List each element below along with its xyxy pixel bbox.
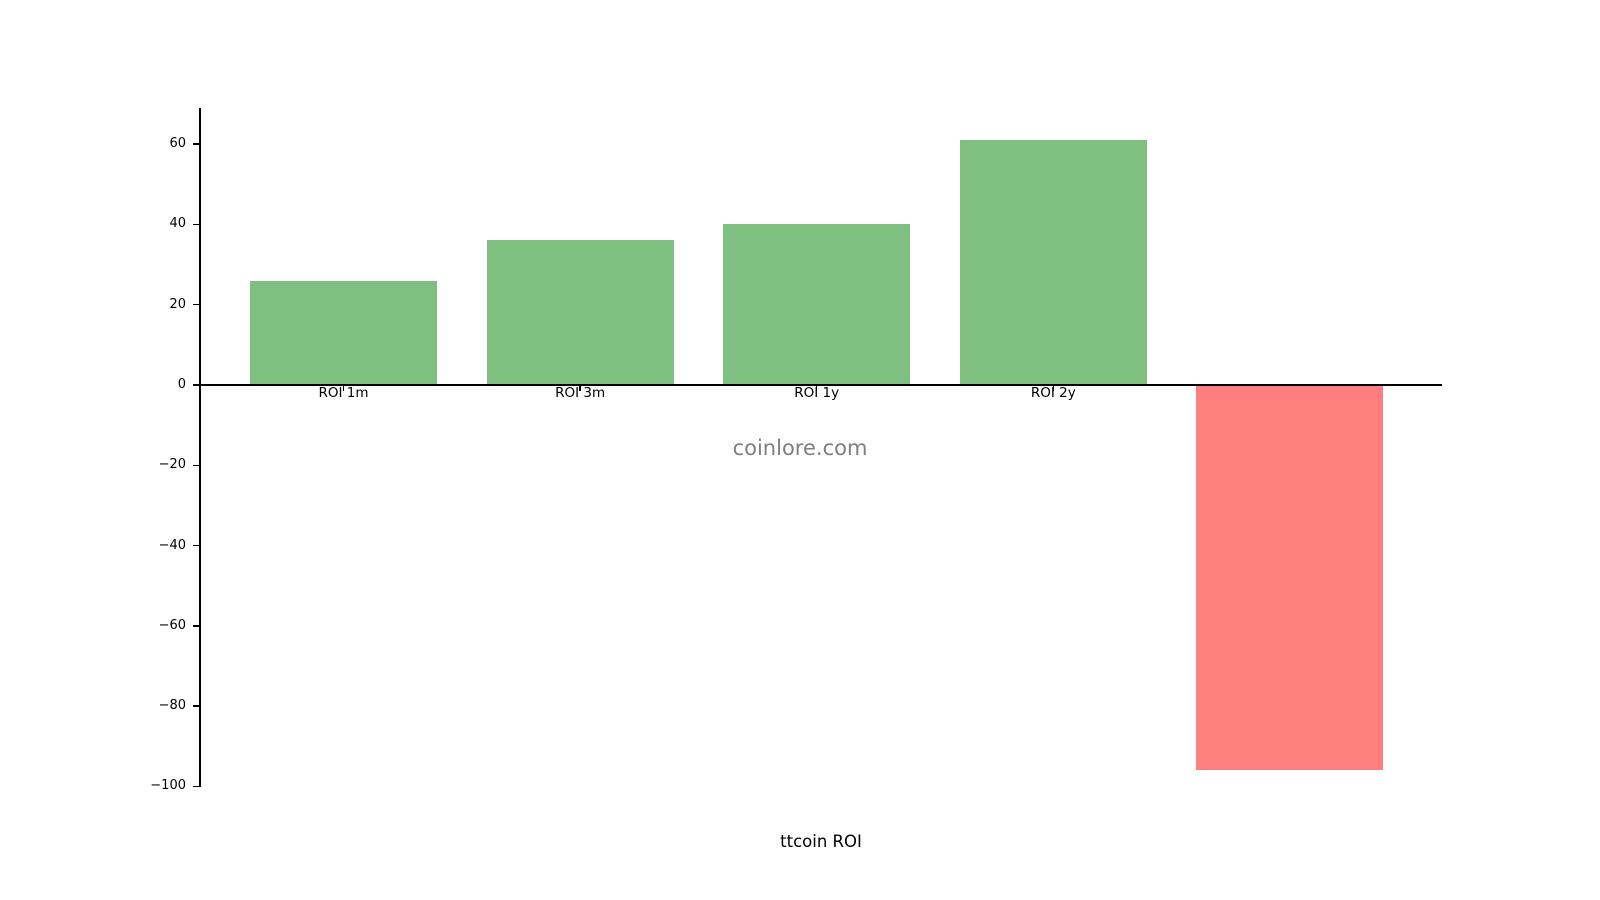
y-tick-mark [192, 785, 200, 788]
x-tick-mark [342, 384, 345, 392]
y-tick-label: −20 [158, 457, 186, 473]
y-tick-label: −100 [150, 778, 186, 794]
y-tick-mark [192, 625, 200, 627]
y-tick-label: 0 [177, 377, 186, 392]
y-tick-label: 60 [169, 136, 186, 152]
bar-roi-3m [486, 240, 674, 385]
x-tick-label: ROI 3m [555, 384, 606, 401]
y-tick-mark [192, 384, 200, 386]
y-tick-mark [192, 464, 200, 466]
y-tick-label: −80 [158, 698, 186, 714]
y-tick-label: 40 [169, 216, 186, 232]
y-tick-mark [192, 304, 200, 306]
x-tick-label: ROI 1m [318, 384, 369, 401]
y-tick-mark [192, 223, 200, 226]
x-tick-mark [579, 384, 581, 392]
y-tick-label: 20 [169, 296, 186, 312]
x-axis-zero-line [200, 384, 1442, 386]
x-tick-mark [1052, 384, 1054, 392]
bar-roi-1m [250, 280, 437, 385]
bar-roi-1y [723, 224, 911, 385]
y-tick-mark [192, 705, 200, 707]
x-tick-label: ROI 1y [794, 384, 840, 401]
y-tick-label: −40 [158, 537, 186, 553]
x-axis-title: ttcoin ROI [780, 832, 862, 851]
y-tick-label: −60 [158, 617, 186, 633]
bar-unlabeled-5 [1196, 385, 1384, 771]
y-tick-mark [192, 143, 200, 145]
y-axis-spine [199, 108, 201, 787]
x-tick-label: ROI 2y [1030, 384, 1076, 401]
bar-roi-2y [959, 140, 1147, 385]
y-tick-mark [192, 544, 200, 547]
x-tick-mark [816, 384, 818, 392]
watermark: coinlore.com [732, 436, 868, 460]
